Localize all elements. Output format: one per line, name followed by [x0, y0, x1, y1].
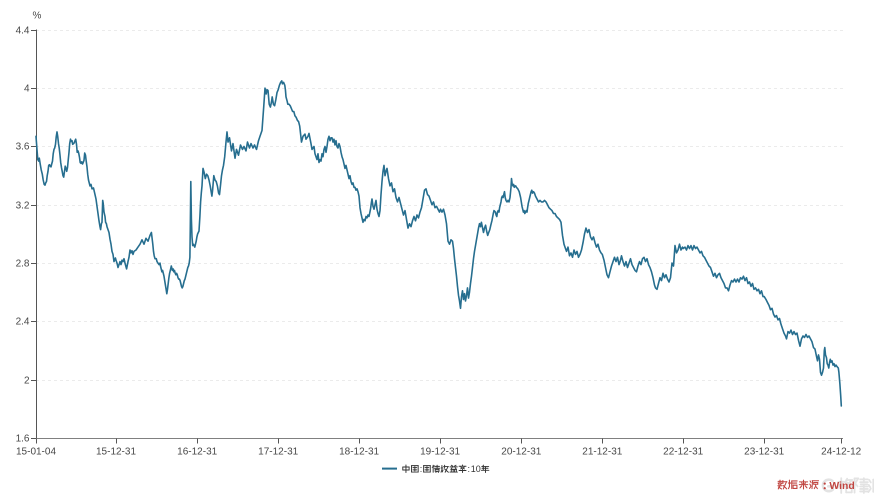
- svg-text:19-12-31: 19-12-31: [420, 447, 460, 458]
- svg-text:10: 10: [471, 464, 481, 474]
- svg-text:17-12-31: 17-12-31: [258, 447, 298, 458]
- svg-text:22-12-31: 22-12-31: [663, 447, 703, 458]
- svg-text:23-12-31: 23-12-31: [744, 447, 784, 458]
- svg-text:4: 4: [24, 84, 30, 95]
- svg-text:2.8: 2.8: [16, 259, 30, 270]
- svg-text::: :: [468, 464, 471, 474]
- svg-text::: :: [420, 464, 423, 474]
- svg-text:24-12-12: 24-12-12: [821, 447, 861, 458]
- svg-text:3.2: 3.2: [16, 201, 30, 212]
- svg-text:21-12-31: 21-12-31: [582, 447, 622, 458]
- svg-text:4.4: 4.4: [16, 26, 30, 37]
- svg-text:15-01-04: 15-01-04: [16, 447, 56, 458]
- svg-text:16-12-31: 16-12-31: [177, 447, 217, 458]
- svg-text:2.4: 2.4: [16, 317, 30, 328]
- svg-text:3.6: 3.6: [16, 142, 30, 153]
- svg-text:20-12-31: 20-12-31: [501, 447, 541, 458]
- svg-text:Wind: Wind: [829, 481, 854, 492]
- svg-text:18-12-31: 18-12-31: [339, 447, 379, 458]
- svg-text:%: %: [33, 11, 42, 22]
- svg-text:15-12-31: 15-12-31: [96, 447, 136, 458]
- svg-text:1.6: 1.6: [16, 434, 30, 445]
- svg-text:2: 2: [24, 376, 30, 387]
